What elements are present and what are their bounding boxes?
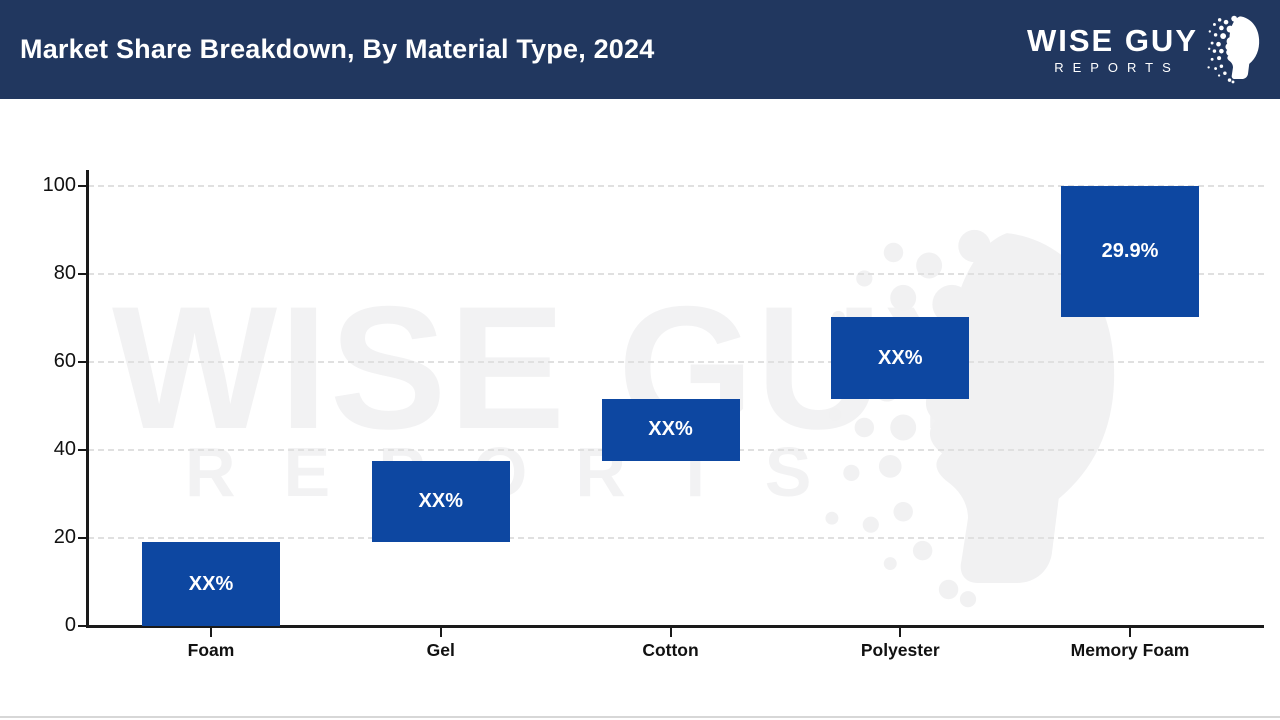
x-axis-label-0: Foam [187,640,235,660]
bar-polyester: XX% [831,317,970,400]
y-tick-20 [78,536,87,539]
y-axis [86,170,89,627]
brand-logo: WISE GUY REPORTS [1027,12,1262,88]
brand-subname: REPORTS [1054,60,1180,75]
y-tick-label-80: 80 [53,261,76,284]
y-tick-label-0: 0 [64,614,76,636]
header: Market Share Breakdown, By Material Type… [0,0,1280,99]
bar-value-label: XX% [188,572,234,595]
x-tick-0 [210,628,212,637]
bar-value-label: 29.9% [1101,239,1159,262]
gridline-100 [88,184,1264,187]
gridline-60 [88,360,1264,363]
bar-value-label: XX% [878,346,923,369]
y-tick-label-60: 60 [53,349,76,372]
y-tick-40 [78,448,87,451]
y-tick-label-40: 40 [53,437,76,460]
bar-value-label: XX% [418,490,463,513]
gridline-20 [88,536,1264,539]
chart-title: Market Share Breakdown, By Material Type… [20,34,655,64]
bar-foam: XX% [142,542,280,626]
x-tick-3 [899,628,902,637]
x-tick-4 [1129,628,1131,637]
y-tick-0 [78,625,87,627]
bottom-border [0,716,1280,718]
gridline-80 [88,272,1264,275]
x-axis-label-4: Memory Foam [1070,640,1190,660]
bar-gel: XX% [371,460,510,543]
brand-logo-text: WISE GUY REPORTS [1027,25,1198,74]
x-tick-2 [669,628,672,637]
y-tick-label-100: 100 [42,173,76,196]
x-axis [86,625,1264,628]
brand-name: WISE GUY [1026,23,1198,58]
bar-value-label: XX% [648,418,693,441]
x-axis-label-2: Cotton [642,640,699,660]
y-tick-label-20: 20 [53,525,76,548]
y-tick-80 [78,272,87,275]
bar-cotton: XX% [601,399,740,461]
y-tick-60 [78,360,87,363]
y-tick-100 [78,184,87,187]
x-tick-1 [439,628,442,637]
x-axis-label-1: Gel [426,640,455,660]
bar-memory-foam: 29.9% [1061,185,1199,318]
x-axis-label-3: Polyester [860,640,940,660]
